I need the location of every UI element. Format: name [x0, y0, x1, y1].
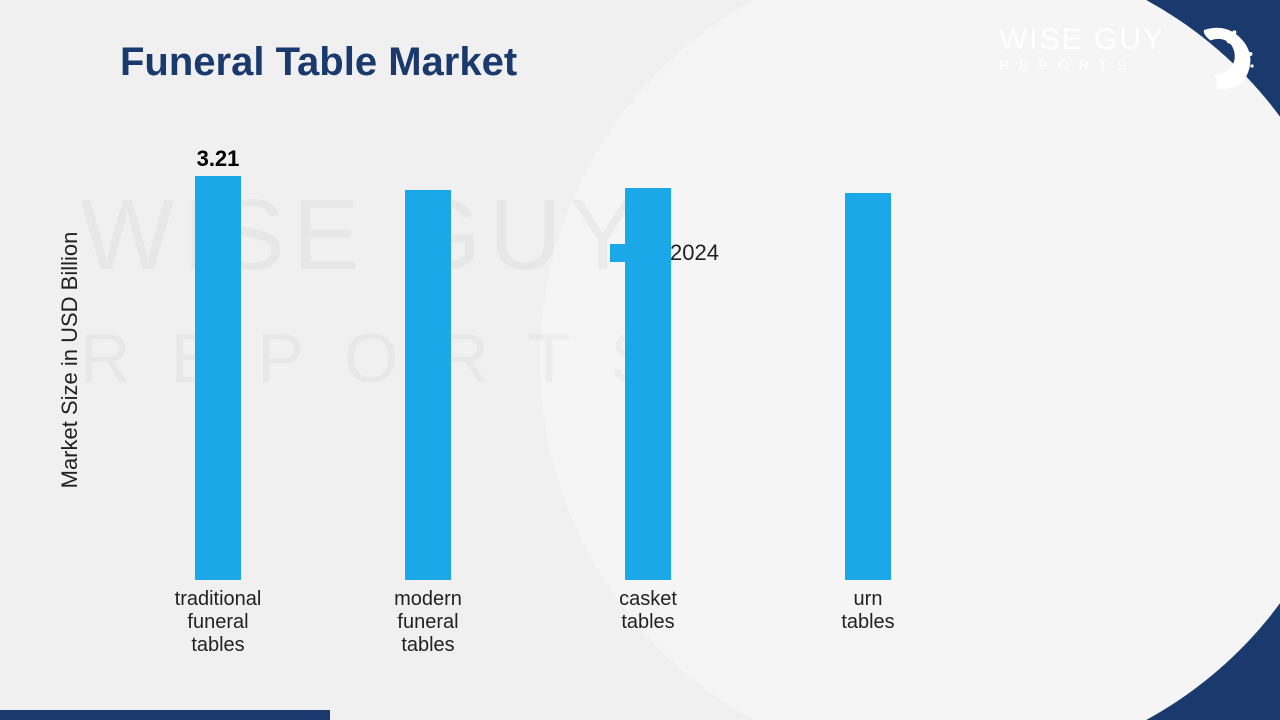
bar-value-label: 3.21 — [178, 146, 258, 172]
chart-canvas: WISE GUY REPORTS Funeral Table Market WI… — [0, 0, 1280, 720]
category-label: caskettables — [568, 588, 728, 634]
logo-line2: REPORTS — [999, 57, 1165, 74]
bar — [845, 193, 891, 580]
bar — [195, 176, 241, 580]
category-label: traditionalfuneraltables — [138, 588, 298, 657]
plot-area — [100, 140, 960, 580]
y-axis-label: Market Size in USD Billion — [57, 232, 83, 489]
category-label: modernfuneraltables — [348, 588, 508, 657]
category-label: urntables — [788, 588, 948, 634]
logo-head-icon — [1180, 18, 1260, 98]
bar — [625, 188, 671, 580]
right-panel — [965, 0, 1280, 720]
logo: WISE GUY REPORTS — [999, 25, 1165, 74]
bottom-accent-bar — [0, 710, 330, 720]
chart-title: Funeral Table Market — [120, 40, 517, 85]
logo-line1: WISE GUY — [999, 25, 1165, 55]
bar — [405, 190, 451, 580]
